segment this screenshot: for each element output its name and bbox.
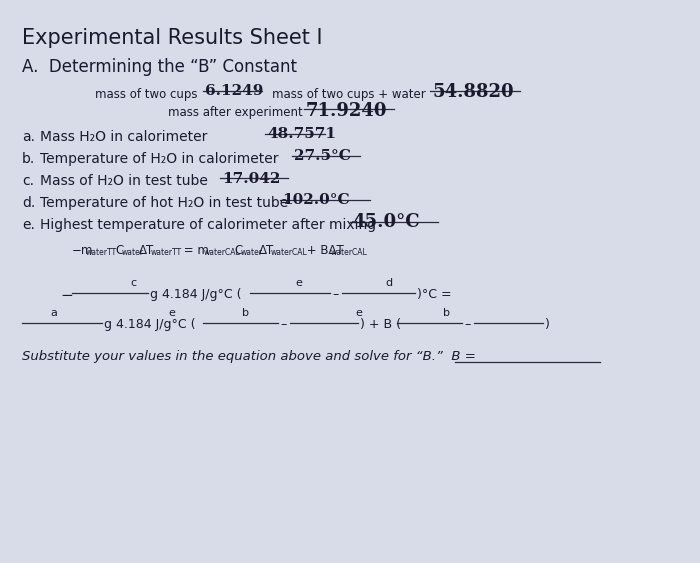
Text: d: d xyxy=(385,278,392,288)
Text: Highest temperature of calorimeter after mixing: Highest temperature of calorimeter after… xyxy=(40,218,376,232)
Text: Mass H₂O in calorimeter: Mass H₂O in calorimeter xyxy=(40,130,207,144)
Text: waterCAL: waterCAL xyxy=(271,248,308,257)
Text: )°C =: )°C = xyxy=(417,288,452,301)
Text: −m: −m xyxy=(72,244,93,257)
Text: Temperature of H₂O in calorimeter: Temperature of H₂O in calorimeter xyxy=(40,152,279,166)
Text: g 4.184 J/g°C (: g 4.184 J/g°C ( xyxy=(104,318,195,331)
Text: 45.0°C: 45.0°C xyxy=(352,213,419,231)
Text: + BΔT: + BΔT xyxy=(303,244,344,257)
Text: –: – xyxy=(280,318,286,331)
Text: ΔT: ΔT xyxy=(259,244,274,257)
Text: g 4.184 J/g°C (: g 4.184 J/g°C ( xyxy=(150,288,241,301)
Text: –: – xyxy=(332,288,338,301)
Text: waterCAL: waterCAL xyxy=(204,248,241,257)
Text: ΔT: ΔT xyxy=(139,244,154,257)
Text: 17.042: 17.042 xyxy=(222,172,281,186)
Text: a.: a. xyxy=(22,130,35,144)
Text: 102.0°C: 102.0°C xyxy=(282,193,349,207)
Text: 48.7571: 48.7571 xyxy=(267,127,336,141)
Text: e: e xyxy=(168,308,175,318)
Text: e: e xyxy=(295,278,302,288)
Text: b.: b. xyxy=(22,152,35,166)
Text: waterTT: waterTT xyxy=(86,248,117,257)
Text: waterTT: waterTT xyxy=(151,248,182,257)
Text: Temperature of hot H₂O in test tube: Temperature of hot H₂O in test tube xyxy=(40,196,288,210)
Text: e.: e. xyxy=(22,218,35,232)
Text: mass of two cups: mass of two cups xyxy=(95,88,197,101)
Text: ) + B (: ) + B ( xyxy=(360,318,401,331)
Text: c.: c. xyxy=(22,174,34,188)
Text: −: − xyxy=(60,288,73,303)
Text: A.  Determining the “B” Constant: A. Determining the “B” Constant xyxy=(22,58,297,76)
Text: e: e xyxy=(355,308,362,318)
Text: 54.8820: 54.8820 xyxy=(432,83,514,101)
Text: C: C xyxy=(234,244,242,257)
Text: water: water xyxy=(122,248,144,257)
Text: ): ) xyxy=(545,318,550,331)
Text: 27.5°C: 27.5°C xyxy=(294,149,351,163)
Text: C: C xyxy=(115,244,123,257)
Text: d.: d. xyxy=(22,196,35,210)
Text: mass of two cups + water: mass of two cups + water xyxy=(272,88,426,101)
Text: a: a xyxy=(50,308,57,318)
Text: 71.9240: 71.9240 xyxy=(306,102,388,120)
Text: = m: = m xyxy=(180,244,209,257)
Text: b: b xyxy=(443,308,450,318)
Text: b: b xyxy=(242,308,249,318)
Text: –: – xyxy=(464,318,470,331)
Text: Experimental Results Sheet I: Experimental Results Sheet I xyxy=(22,28,323,48)
Text: Mass of H₂O in test tube: Mass of H₂O in test tube xyxy=(40,174,208,188)
Text: Substitute your values in the equation above and solve for “B.”  B =: Substitute your values in the equation a… xyxy=(22,350,480,363)
Text: water: water xyxy=(241,248,263,257)
Text: c: c xyxy=(130,278,136,288)
Text: waterCAL: waterCAL xyxy=(331,248,368,257)
Text: mass after experiment: mass after experiment xyxy=(168,106,302,119)
Text: 6.1249: 6.1249 xyxy=(205,84,263,98)
